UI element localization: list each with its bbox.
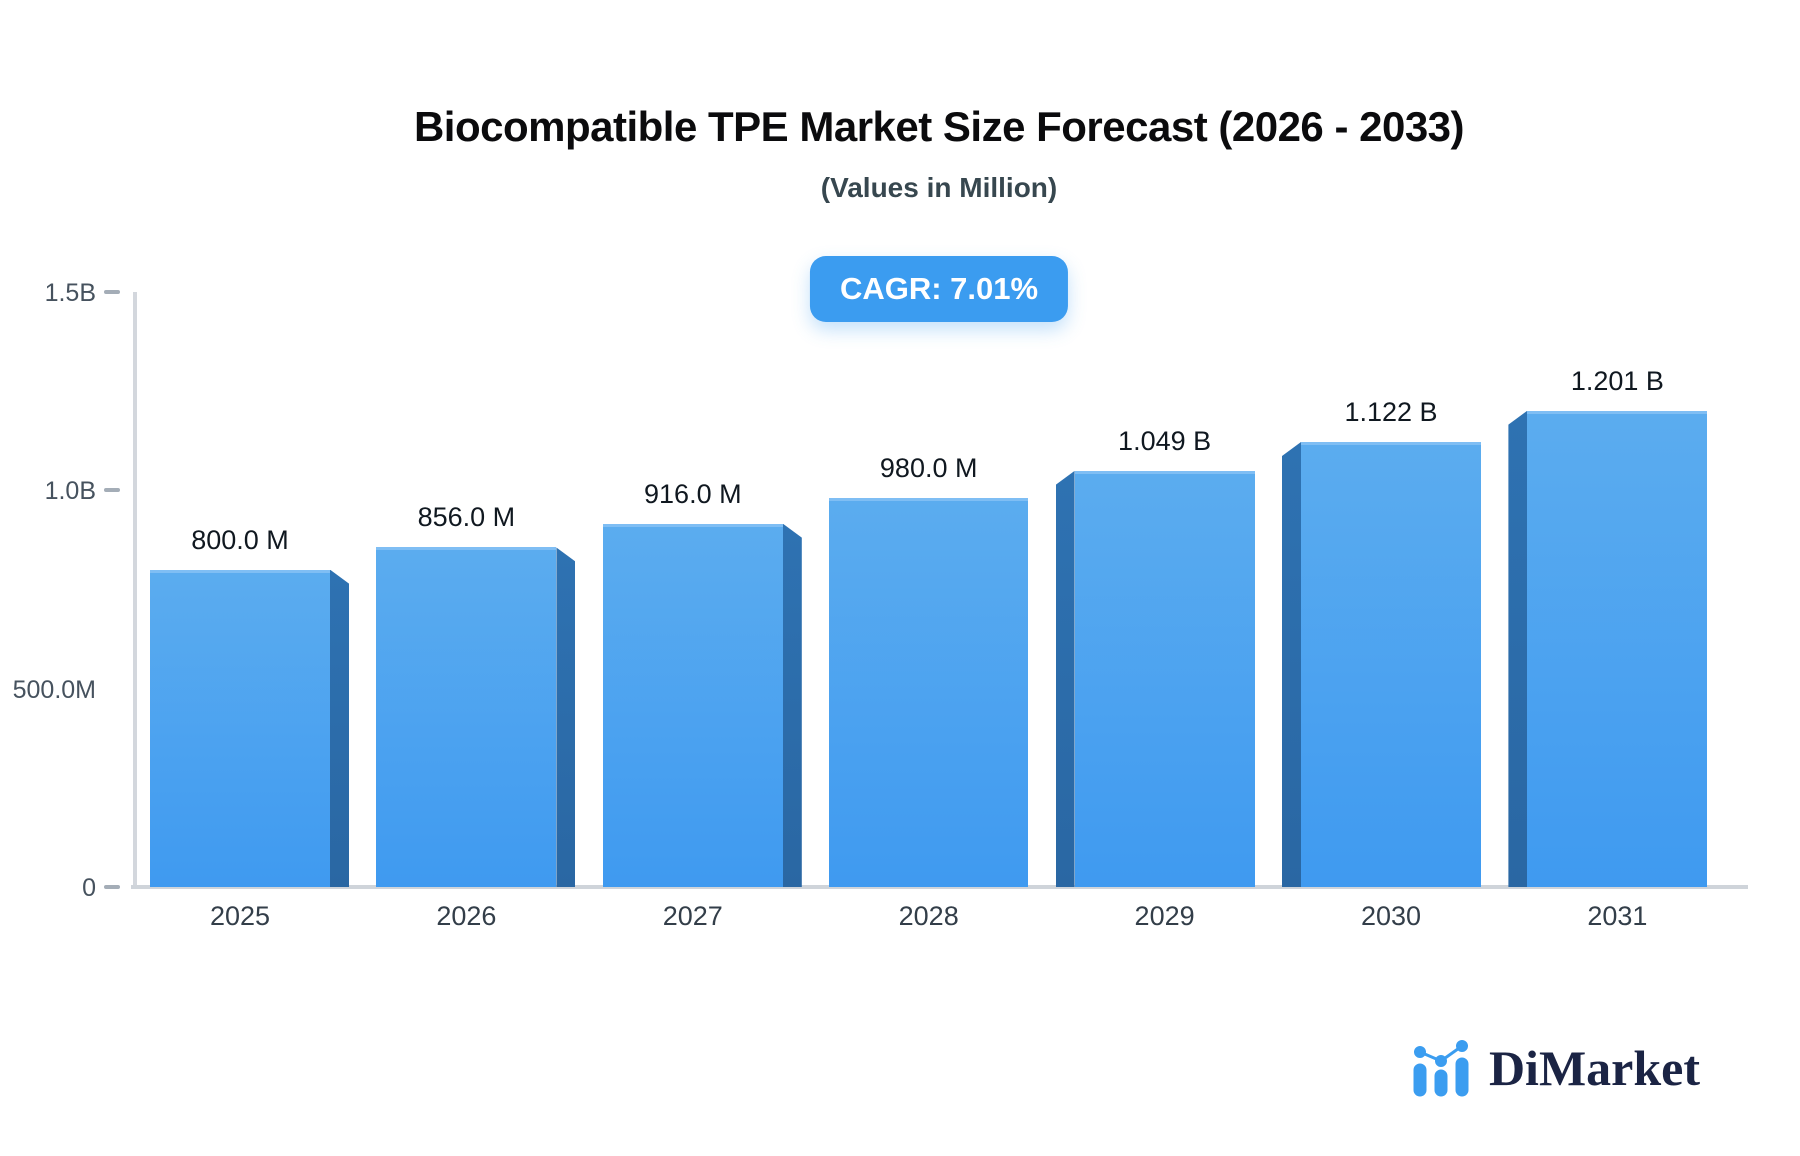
- bar-value-label: 1.122 B: [1344, 396, 1438, 427]
- bar-2029: [1055, 470, 1255, 887]
- x-category-label: 2027: [662, 901, 723, 931]
- y-tick-label: 500.0M: [12, 675, 96, 704]
- x-category-label: 2026: [436, 901, 497, 931]
- bar-2030: [1282, 441, 1481, 887]
- cagr-badge: CAGR: 7.01%: [809, 256, 1069, 322]
- dimarket-logo-icon: [1413, 1040, 1469, 1097]
- brand-logo: DiMarket: [1410, 1038, 1700, 1098]
- x-category-label: 2025: [209, 901, 271, 931]
- bar-2028: [829, 498, 1029, 887]
- bar-front-face: [1527, 410, 1708, 887]
- bar-value-label: 800.0 M: [191, 524, 289, 555]
- bar-front-face: [150, 569, 330, 887]
- bar-side-face: [782, 523, 802, 887]
- bar-front-face: [1301, 441, 1481, 887]
- bar-value-label: 980.0 M: [879, 453, 978, 484]
- y-tick-dash: [104, 290, 120, 294]
- y-tick-dash: [104, 488, 120, 493]
- bar-2031: [1508, 410, 1708, 887]
- bar-value-label: 1.049 B: [1118, 425, 1212, 456]
- bar-front-face: [1074, 470, 1255, 887]
- bar-value-label: 856.0 M: [417, 502, 516, 533]
- bar-front-face: [829, 498, 1029, 887]
- bar-side-face: [1055, 470, 1075, 887]
- bar-side-face: [556, 547, 576, 887]
- brand-name: DiMarket: [1488, 1040, 1700, 1096]
- chart-title: Biocompatible TPE Market Size Forecast (…: [413, 103, 1465, 150]
- bar-side-face: [1282, 441, 1301, 887]
- bar-side-face: [330, 569, 349, 887]
- y-axis-line: [133, 292, 137, 889]
- bar-value-label: 1.201 B: [1570, 365, 1664, 396]
- y-tick-label: 0: [82, 874, 96, 902]
- bar-front-face: [376, 547, 557, 887]
- bar-side-face: [1508, 410, 1528, 887]
- chart-subtitle: (Values in Million): [820, 172, 1058, 203]
- x-category-label: 2028: [898, 901, 959, 931]
- x-category-label: 2030: [1360, 901, 1422, 931]
- x-category-label: 2031: [1587, 901, 1648, 931]
- y-tick-label: 1.0B: [44, 477, 96, 506]
- bar-value-label: 916.0 M: [644, 478, 742, 509]
- bar-2026: [376, 547, 576, 887]
- x-category-label: 2029: [1134, 901, 1195, 931]
- y-tick-dash: [104, 885, 120, 889]
- y-tick-label: 1.5B: [44, 279, 96, 307]
- bar-front-face: [602, 523, 783, 887]
- bar-2025: [150, 569, 349, 887]
- bar-2027: [602, 523, 802, 887]
- x-axis-line: [131, 885, 1748, 889]
